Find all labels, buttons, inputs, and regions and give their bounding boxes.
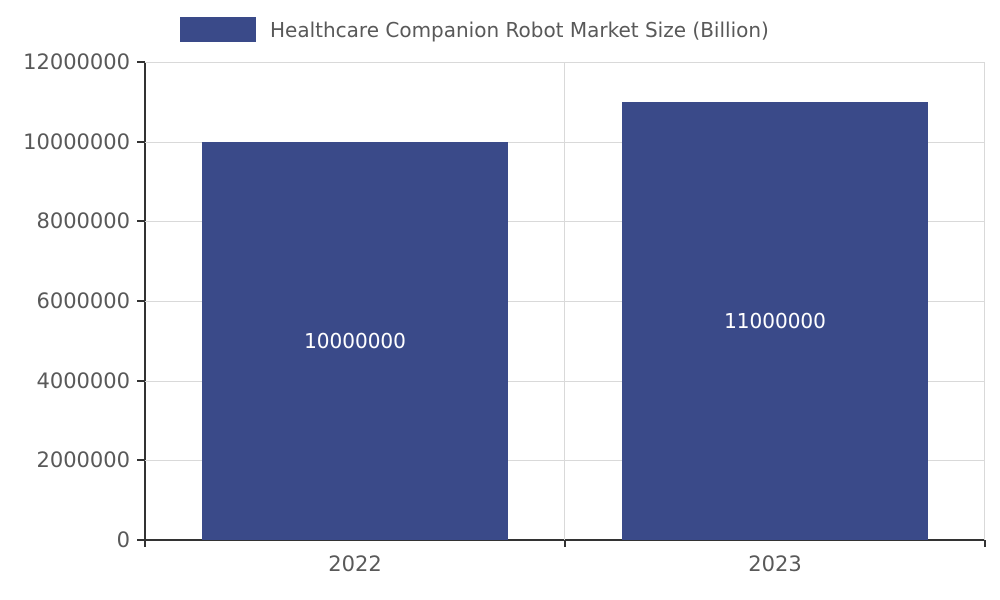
y-tick-label: 10000000 xyxy=(23,129,130,154)
y-tick-mark xyxy=(137,459,145,462)
h-gridline xyxy=(145,460,985,462)
bar-2023: 11000000 xyxy=(621,101,929,540)
x-tick-mark xyxy=(564,540,566,547)
x-tick-mark xyxy=(144,540,146,547)
legend-swatch xyxy=(180,17,256,42)
bar-value-label: 10000000 xyxy=(304,328,406,353)
x-tick-label: 2023 xyxy=(748,552,802,576)
bar-value-label: 11000000 xyxy=(724,308,826,333)
h-gridline xyxy=(145,380,985,382)
h-gridline xyxy=(145,221,985,223)
h-gridline xyxy=(145,301,985,302)
bar-2022: 10000000 xyxy=(201,141,509,540)
plot-area: 10000000 2022 11000000 2023 xyxy=(144,62,985,576)
x-gridline xyxy=(984,62,985,540)
y-tick-mark xyxy=(137,140,145,143)
y-tick-mark xyxy=(137,300,145,302)
legend[interactable]: Healthcare Companion Robot Market Size (… xyxy=(180,17,769,42)
x-tick-label: 2022 xyxy=(328,552,382,576)
y-tick-mark xyxy=(137,220,145,223)
y-tick-label: 8000000 xyxy=(36,209,130,234)
y-tick-label: 0 xyxy=(116,528,130,552)
y-tick-mark xyxy=(137,61,145,63)
y-tick-mark xyxy=(137,379,145,382)
y-tick-label: 2000000 xyxy=(36,448,130,473)
h-gridline xyxy=(145,62,985,63)
legend-label: Healthcare Companion Robot Market Size (… xyxy=(270,17,769,42)
x-gridline xyxy=(564,62,565,540)
y-tick-label: 6000000 xyxy=(36,289,130,313)
x-tick-mark xyxy=(984,540,986,547)
y-tick-mark xyxy=(137,539,145,541)
y-tick-label: 4000000 xyxy=(36,368,130,393)
y-tick-label: 12000000 xyxy=(23,50,130,74)
h-gridline xyxy=(145,141,985,143)
